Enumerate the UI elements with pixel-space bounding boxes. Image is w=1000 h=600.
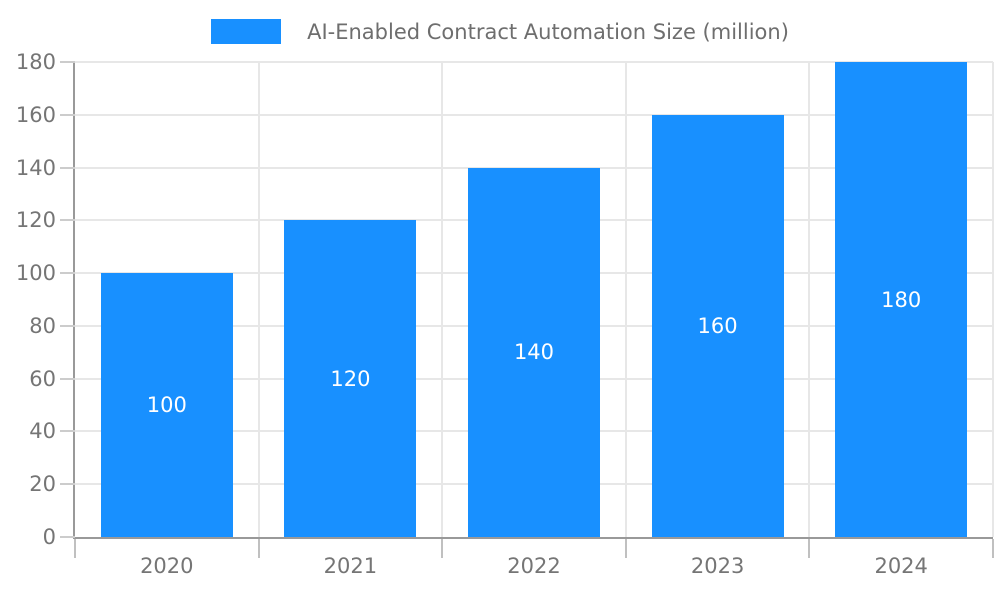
gridline-vertical: [992, 62, 994, 537]
y-tick-label: 180: [15, 50, 56, 74]
bar-2023: 160: [651, 114, 784, 537]
gridline-vertical: [257, 62, 260, 537]
y-tick-mark: [60, 483, 75, 486]
x-tick-mark: [74, 539, 76, 558]
bar-2021: 120: [284, 220, 417, 537]
x-tick-label: 2024: [874, 554, 928, 578]
y-tick-label: 100: [15, 261, 56, 286]
x-tick-mark: [808, 539, 811, 558]
y-tick-mark: [60, 430, 75, 433]
gridline-vertical: [808, 62, 811, 537]
x-tick-mark: [624, 539, 627, 558]
y-tick-mark: [60, 377, 75, 380]
x-tick-mark: [441, 539, 444, 558]
gridline-vertical: [624, 62, 627, 537]
plot-area: 0 20 40 60 80 100 120 140 160 180 100 2020 120 2021 14…: [16, 50, 994, 578]
x-tick-label: 2022: [507, 554, 561, 578]
bar-value-label: 120: [330, 366, 371, 391]
gridline-horizontal: [75, 113, 993, 116]
x-tick-mark: [257, 539, 260, 558]
legend-swatch: [211, 19, 282, 44]
y-tick-label: 40: [29, 419, 56, 444]
y-tick-mark: [60, 324, 75, 327]
y-tick-mark: [60, 113, 75, 116]
y-tick-mark: [60, 61, 75, 63]
y-tick-mark: [60, 219, 75, 222]
y-tick-mark: [60, 536, 75, 538]
bar-value-label: 160: [697, 313, 738, 338]
y-tick-mark: [60, 272, 75, 275]
y-tick-label: 60: [29, 366, 56, 391]
y-tick-label: 160: [15, 102, 56, 127]
bar-value-label: 180: [881, 287, 922, 312]
y-tick-mark: [60, 166, 75, 169]
y-tick-label: 120: [15, 208, 56, 233]
legend-label: AI-Enabled Contract Automation Size (mil…: [307, 19, 789, 44]
bar-value-label: 140: [513, 340, 555, 365]
gridline-vertical: [441, 62, 444, 537]
y-tick-label: 0: [42, 525, 56, 549]
x-tick-mark: [992, 539, 994, 558]
legend[interactable]: AI-Enabled Contract Automation Size (mil…: [0, 19, 1000, 44]
bar-2020: 100: [100, 273, 233, 537]
x-tick-label: 2021: [323, 554, 378, 578]
bar-value-label: 100: [146, 393, 187, 418]
y-tick-label: 20: [29, 472, 56, 497]
y-tick-label: 80: [29, 313, 56, 338]
y-tick-label: 140: [15, 155, 56, 180]
bar-2024: 180: [835, 62, 968, 537]
x-tick-label: 2023: [690, 554, 745, 578]
x-tick-label: 2020: [140, 554, 194, 578]
gridline-horizontal: [75, 61, 993, 63]
bar-2022: 140: [467, 167, 601, 537]
